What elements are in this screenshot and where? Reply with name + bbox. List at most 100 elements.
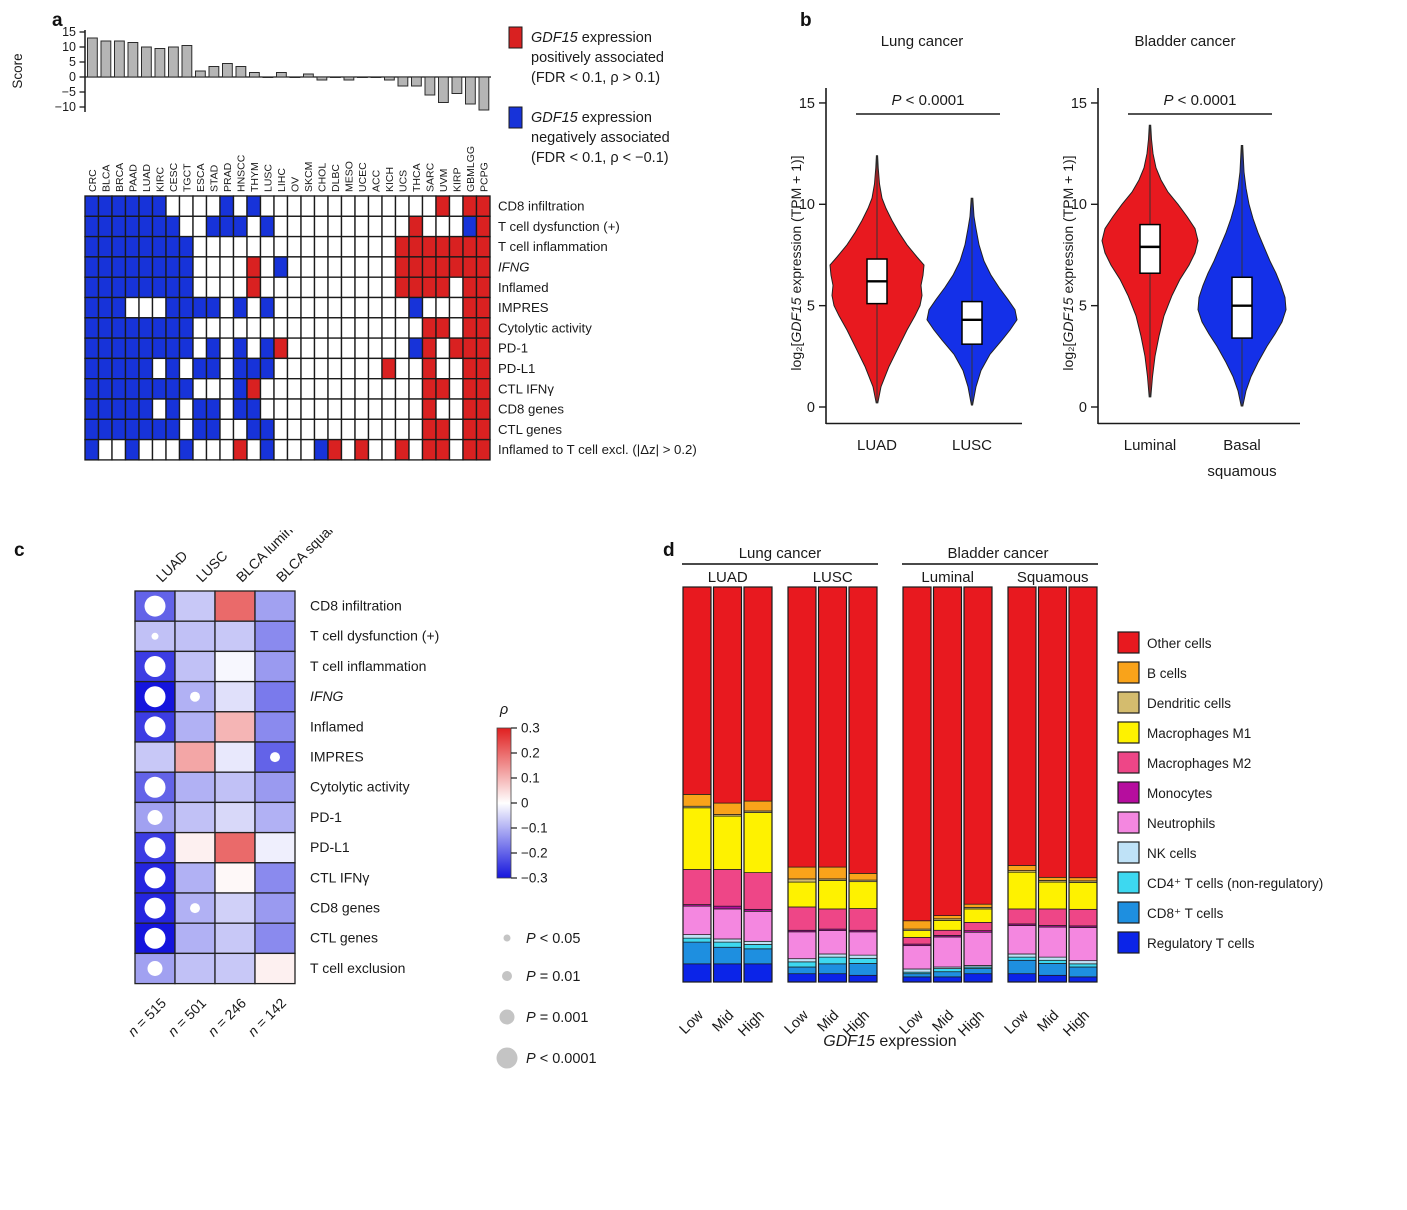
stack-segment (933, 586, 962, 916)
heatmap-cell (205, 357, 221, 380)
stack-segment (743, 940, 773, 945)
stack-segment (848, 881, 878, 909)
heatmap-cell (367, 337, 383, 360)
heatmap-cell (300, 317, 316, 339)
heatmap-cell (111, 398, 127, 420)
celltype-label: CD8⁺ T cells (1147, 906, 1224, 921)
matrix-cell (254, 922, 296, 955)
heatmap-cell (421, 296, 437, 319)
heatmap-cell (84, 418, 100, 441)
heatmap-cell (124, 256, 140, 278)
heatmap-cell (340, 317, 356, 339)
heatmap-cell (462, 438, 478, 461)
matrix-cell (214, 741, 256, 773)
heatmap-cell (367, 276, 383, 299)
heatmap-cell (408, 296, 424, 319)
heatmap-cell (367, 195, 383, 217)
heatmap-cell (124, 418, 140, 441)
score-bar (141, 46, 152, 78)
legend-line: (FDR < 0.1, ρ < −0.1) (531, 150, 669, 166)
significance-dot (144, 716, 166, 738)
heatmap-cell (205, 317, 221, 339)
y-tick-label: 0 (807, 400, 815, 416)
heatmap-cell (205, 418, 221, 441)
heatmap-cell (421, 378, 437, 400)
bar-outline (743, 586, 773, 983)
heatmap-cell (327, 337, 343, 360)
stack-segment (787, 586, 817, 868)
stack-segment (848, 873, 878, 881)
matrix-cell (254, 590, 296, 622)
y-tick-label: 15 (799, 96, 815, 112)
cancer-type-label: KIRP (452, 167, 464, 192)
p-size-dot (499, 1009, 515, 1025)
stack-segment (787, 966, 817, 975)
heatmap-cell (273, 357, 289, 380)
heatmap-cell (246, 418, 262, 441)
cancer-type-label: THCA (411, 163, 423, 192)
heatmap-cell (340, 256, 356, 278)
stack-segment (787, 881, 817, 908)
heatmap-cell (84, 438, 100, 461)
stack-segment (787, 878, 817, 883)
heatmap-row-label: Inflamed (498, 280, 549, 295)
heatmap-cell (84, 195, 100, 217)
bar-outline (1068, 586, 1098, 983)
matrix-row-label: Inflamed (310, 718, 364, 734)
cancer-type-label: STAD (209, 164, 221, 192)
stack-segment (1038, 963, 1067, 976)
heatmap-cell (205, 276, 221, 299)
heatmap-cell (219, 357, 235, 380)
celltype-label: Neutrophils (1147, 816, 1216, 831)
celltype-swatch (1117, 661, 1140, 684)
stack-segment (933, 915, 962, 920)
heatmap-cell (97, 398, 113, 420)
heatmap-cell (259, 317, 275, 339)
celltype-label: Macrophages M1 (1147, 726, 1251, 741)
celltype-label: B cells (1147, 666, 1187, 681)
heatmap-cell (111, 256, 127, 278)
heatmap-cell (448, 398, 464, 420)
heatmap-row-label: CTL IFNγ (498, 381, 554, 396)
heatmap-cell (354, 215, 370, 238)
score-bar (208, 66, 220, 78)
panel-c-letter: c (14, 540, 25, 561)
heatmap-cell (219, 235, 235, 258)
cancer-type-label: UCS (398, 170, 410, 192)
heatmap-cell (381, 317, 397, 339)
score-tick-label: 0 (69, 70, 76, 84)
matrix-cell (254, 831, 296, 864)
heatmap-cell (97, 256, 113, 278)
heatmap-cell (232, 418, 248, 441)
significance-dot (190, 903, 200, 914)
heatmap-cell (151, 235, 167, 258)
heatmap-cell (124, 276, 140, 299)
score-bar (424, 76, 436, 96)
stack-segment (1007, 959, 1037, 975)
heatmap-cell (462, 235, 478, 258)
heatmap-cell (327, 215, 343, 238)
heatmap-cell (205, 195, 221, 217)
legend-line: positively associated (531, 50, 664, 66)
violin-box (961, 300, 983, 345)
matrix-cell (214, 922, 256, 955)
heatmap-cell (381, 195, 397, 217)
heatmap-cell (219, 438, 235, 461)
stack-segment (682, 941, 712, 965)
heatmap-cell (205, 256, 221, 278)
heatmap-cell (259, 418, 275, 441)
cancer-type-label: UVM (438, 169, 450, 192)
stack-segment (682, 807, 712, 870)
heatmap-cell (84, 296, 100, 319)
heatmap-cell (219, 215, 235, 238)
significance-dot (144, 686, 166, 708)
heatmap-cell (448, 418, 464, 441)
heatmap-cell (165, 317, 181, 339)
heatmap-cell (246, 337, 262, 360)
heatmap-cell (286, 418, 302, 441)
heatmap-cell (435, 256, 451, 278)
score-tick-label: 5 (69, 55, 76, 69)
matrix-row-label: T cell exclusion (310, 960, 405, 976)
heatmap-cell (84, 276, 100, 299)
p-size-label: P = 0.001 (526, 1010, 588, 1026)
